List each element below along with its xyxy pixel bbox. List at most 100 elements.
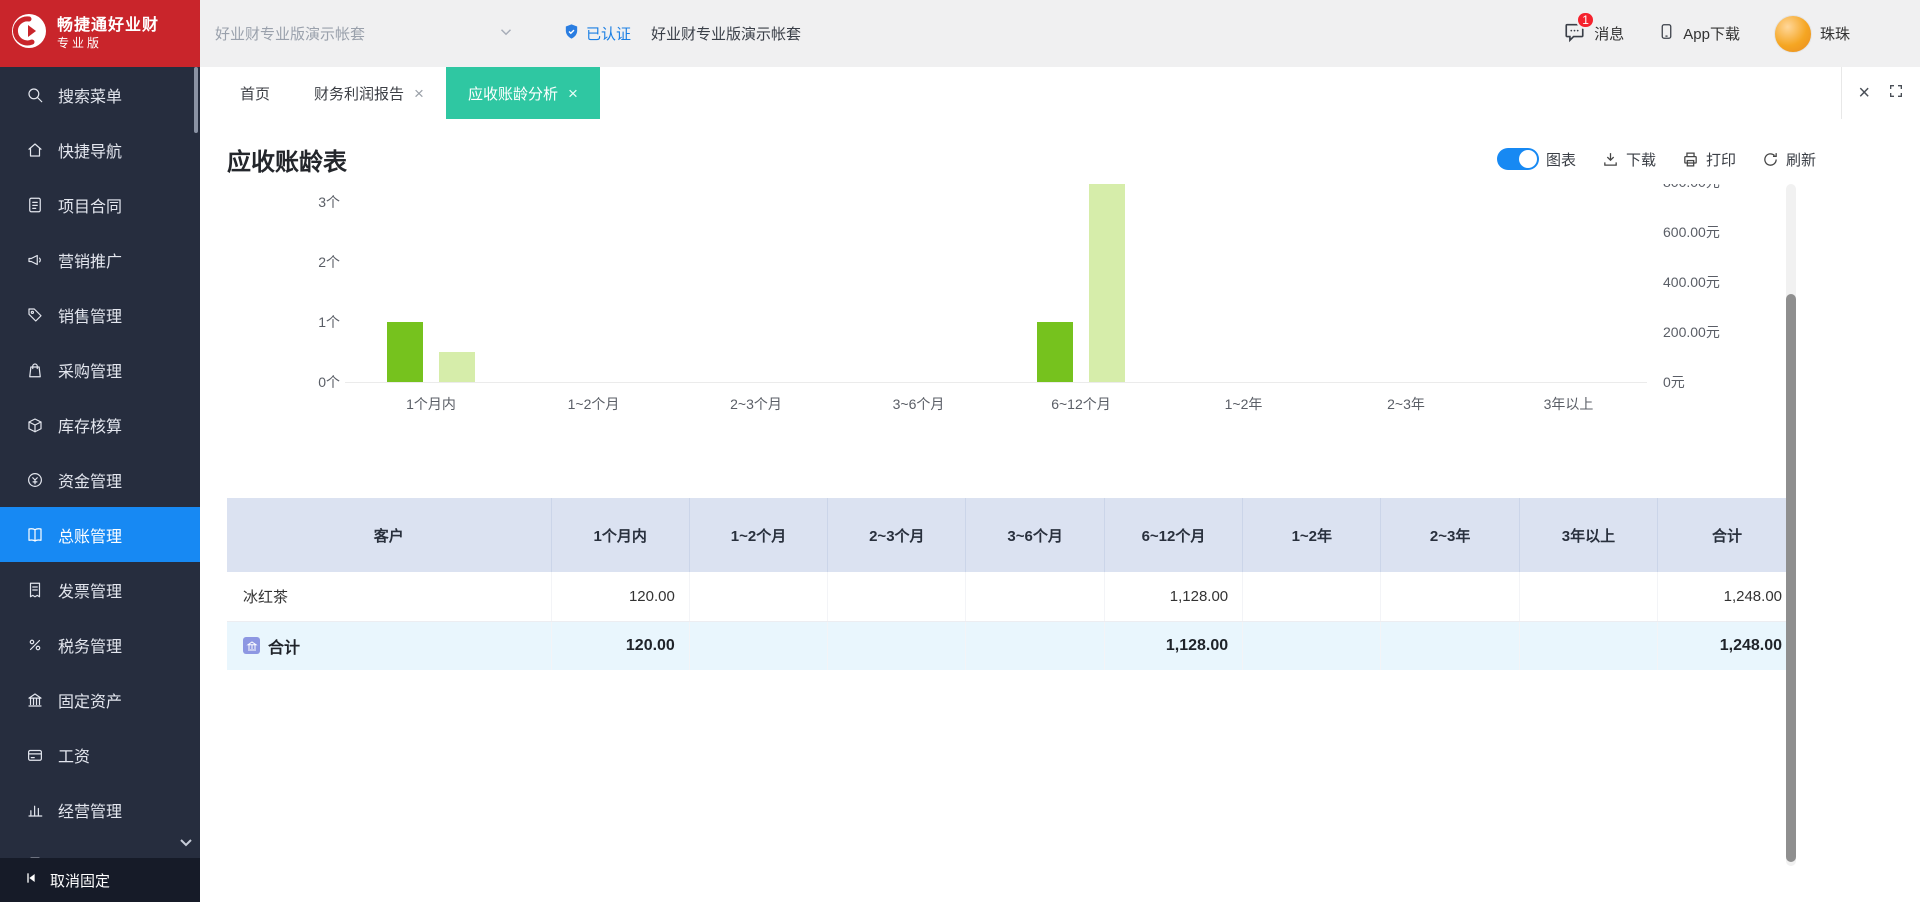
sidebar-item-label: 经营管理 <box>58 803 123 821</box>
receipt-icon <box>26 581 44 599</box>
tab-1[interactable]: 首页 <box>218 67 292 119</box>
user-avatar <box>1773 14 1812 53</box>
user-menu[interactable]: 珠珠 <box>1773 14 1850 53</box>
fullscreen-icon[interactable] <box>1888 83 1904 103</box>
sidebar: 畅捷通好业财 专业版 搜索菜单 快捷导航 项目合同 营销推广 销售管理 采购管理 库存核算资… <box>0 0 200 902</box>
column-header[interactable]: 3年以上 <box>1519 498 1659 572</box>
sidebar-scrollbar-thumb[interactable] <box>194 67 198 133</box>
total-row: 合计 120.00 1,128.00 1,248.00 <box>227 621 1796 670</box>
page-content: 应收账龄表 图表 下载 <box>200 119 1920 902</box>
count-bar <box>1037 322 1073 382</box>
search-icon <box>26 86 44 104</box>
sidebar-item-13[interactable]: 工资 <box>0 727 200 782</box>
app-download-button[interactable]: App下载 <box>1658 21 1740 46</box>
sidebar-item-6[interactable]: 采购管理 <box>0 342 200 397</box>
scroll-down-indicator-icon[interactable] <box>180 834 192 852</box>
sidebar-item-3[interactable]: 项目合同 <box>0 177 200 232</box>
sidebar-item-label: 采购管理 <box>58 363 123 381</box>
amount-bar <box>439 352 475 382</box>
x-axis-category: 1~2个月 <box>567 396 620 412</box>
x-axis-category: 2~3年 <box>1387 396 1425 412</box>
chart-toggle-label: 图表 <box>1545 151 1576 169</box>
book-icon <box>26 526 44 544</box>
sidebar-item-7[interactable]: 库存核算 <box>0 397 200 452</box>
page-header: 应收账龄表 图表 下载 <box>227 139 1816 179</box>
value-cell <box>965 572 1105 622</box>
refresh-button[interactable]: 刷新 <box>1762 149 1816 170</box>
sidebar-item-label: 项目合同 <box>58 198 123 216</box>
sidebar-item-2[interactable]: 快捷导航 <box>0 122 200 177</box>
column-header[interactable]: 1~2个月 <box>689 498 829 572</box>
x-axis-category: 3年以上 <box>1543 396 1594 412</box>
brand-logo-icon <box>10 12 48 55</box>
column-header[interactable]: 1~2年 <box>1242 498 1382 572</box>
column-header[interactable]: 6~12个月 <box>1104 498 1244 572</box>
sidebar-item-11[interactable]: 税务管理 <box>0 617 200 672</box>
sidebar-item-8[interactable]: 资金管理 <box>0 452 200 507</box>
account-book-select[interactable]: 好业财专业版演示帐套 <box>215 23 515 45</box>
sidebar-item-label: 销售管理 <box>58 308 123 326</box>
sidebar-item-4[interactable]: 营销推广 <box>0 232 200 287</box>
column-header[interactable]: 1个月内 <box>551 498 690 572</box>
column-header[interactable]: 2~3年 <box>1380 498 1520 572</box>
sidebar-menu: 搜索菜单 快捷导航项目合同营销推广销售管理采购管理库存核算 资金管理总账管理发票管理… <box>0 67 200 858</box>
value-cell: 1,128.00 <box>1104 572 1244 622</box>
count-bar <box>387 322 423 382</box>
sidebar-item-10[interactable]: 发票管理 <box>0 562 200 617</box>
sidebar-item-12[interactable]: 固定资产 <box>0 672 200 727</box>
sidebar-item-15[interactable]: 报销 <box>0 837 200 858</box>
column-header[interactable]: 3~6个月 <box>965 498 1105 572</box>
amount-bar <box>1089 184 1125 382</box>
sidebar-item-9[interactable]: 总账管理 <box>0 507 200 562</box>
content-scrollbar-track[interactable] <box>1786 184 1796 866</box>
close-all-tabs-icon[interactable]: × <box>1858 82 1870 104</box>
unpin-sidebar-button[interactable]: 取消固定 <box>0 858 200 902</box>
sidebar-item-1[interactable]: 搜索菜单 <box>0 67 200 122</box>
x-axis-category: 1个月内 <box>406 396 456 412</box>
messages-button[interactable]: 1 消息 <box>1563 10 1624 47</box>
tab-actions: × <box>1841 67 1920 119</box>
certified-badge[interactable]: 已认证 <box>563 22 631 45</box>
value-cell <box>689 572 829 622</box>
sidebar-item-label: 总账管理 <box>58 528 123 546</box>
sidebar-item-label: 税务管理 <box>58 638 123 656</box>
bank-icon <box>26 691 44 709</box>
horn-icon <box>26 251 44 269</box>
x-axis-category: 3~6个月 <box>892 396 945 412</box>
doc-icon <box>26 856 44 858</box>
chart-toggle[interactable] <box>1496 148 1539 170</box>
column-header[interactable]: 2~3个月 <box>827 498 967 572</box>
y-axis-left-tick: 3个 <box>318 194 340 210</box>
value-cell <box>1519 572 1659 622</box>
tab-close-icon[interactable]: × <box>567 83 578 103</box>
column-header[interactable]: 合计 <box>1657 498 1796 572</box>
main-area: 好业财专业版演示帐套 已认证 好业财专业版演示帐套 1 消息 <box>200 0 1920 902</box>
toggle-knob <box>1518 150 1537 168</box>
print-button[interactable]: 打印 <box>1682 149 1736 170</box>
y-axis-right-tick: 400.00元 <box>1663 274 1720 290</box>
total-value-cell <box>689 621 829 670</box>
tab-2[interactable]: 财务利润报告 × <box>292 67 446 119</box>
content-scrollbar-thumb[interactable] <box>1786 294 1796 862</box>
y-axis-right-tick: 800.00元 <box>1663 184 1720 192</box>
brand-line1: 畅捷通好业财 <box>57 17 160 34</box>
sidebar-item-5[interactable]: 销售管理 <box>0 287 200 342</box>
messages-count-badge: 1 <box>1576 10 1595 29</box>
tab-3[interactable]: 应收账龄分析 × <box>445 67 600 119</box>
tab-close-icon[interactable]: × <box>414 83 424 103</box>
account-book-select-value: 好业财专业版演示帐套 <box>215 26 366 43</box>
chart-icon <box>26 801 44 819</box>
sidebar-item-14[interactable]: 经营管理 <box>0 782 200 837</box>
y-axis-left-tick: 1个 <box>318 314 340 330</box>
tab-label: 财务利润报告 <box>314 85 405 103</box>
aging-table: 客户 1个月内 1~2个月 2~3个月 3~6个月 6~12个月 1~2年 2~3年 3年以上合… <box>227 498 1796 670</box>
percent-icon <box>26 636 44 654</box>
download-button[interactable]: 下载 <box>1602 149 1656 170</box>
total-value-cell <box>965 621 1105 670</box>
column-header[interactable]: 客户 <box>227 498 552 572</box>
box-icon <box>26 416 44 434</box>
company-icon <box>243 637 260 655</box>
unpin-label: 取消固定 <box>50 872 111 890</box>
table-row[interactable]: 冰红茶 120.00 1,128.00 1,248.00 <box>227 572 1796 622</box>
